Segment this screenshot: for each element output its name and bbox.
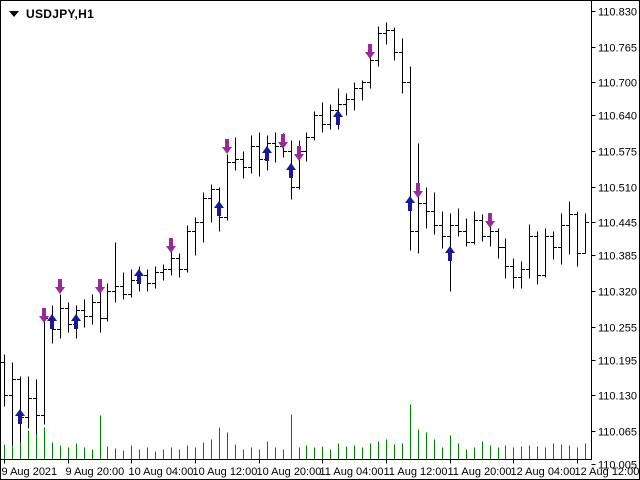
sell-signal-arrow-icon bbox=[39, 308, 49, 323]
price-axis-label: 110.830 bbox=[598, 7, 637, 19]
price-axis-label: 110.065 bbox=[598, 427, 637, 439]
time-axis-label: 11 Aug 04:00 bbox=[320, 466, 384, 478]
buy-signal-arrow-icon bbox=[15, 409, 25, 424]
buy-signal-arrow-icon bbox=[71, 314, 81, 329]
time-axis-label: 11 Aug 12:00 bbox=[384, 466, 448, 478]
price-axis-label: 110.700 bbox=[598, 78, 637, 90]
price-axis-label: 110.195 bbox=[598, 356, 637, 368]
time-axis-label: 12 Aug 04:00 bbox=[511, 466, 576, 478]
buy-signal-arrow-icon bbox=[286, 163, 296, 178]
sell-signal-arrow-icon bbox=[55, 279, 65, 294]
symbol-label: USDJPY,H1 bbox=[26, 7, 95, 21]
sell-signal-arrow-icon bbox=[294, 146, 304, 161]
buy-signal-arrow-icon bbox=[333, 110, 343, 125]
sell-signal-arrow-icon bbox=[95, 279, 105, 294]
sell-signal-arrow-icon bbox=[278, 134, 288, 149]
sell-signal-arrow-icon bbox=[222, 139, 232, 154]
time-axis-label: 10 Aug 20:00 bbox=[257, 466, 322, 478]
price-axis-label: 110.765 bbox=[598, 43, 637, 55]
sell-signal-arrow-icon bbox=[166, 238, 176, 253]
price-axis-label: 110.005 bbox=[598, 460, 637, 472]
buy-signal-arrow-icon bbox=[134, 269, 144, 284]
buy-signal-arrow-icon bbox=[405, 196, 415, 211]
buy-signal-arrow-icon bbox=[214, 201, 224, 216]
price-bars bbox=[1, 22, 589, 446]
symbol-header: USDJPY,H1 bbox=[9, 7, 94, 21]
chart-dropdown-triangle-icon[interactable] bbox=[9, 11, 19, 17]
price-axis-label: 110.510 bbox=[598, 183, 637, 195]
buy-signal-arrow-icon bbox=[47, 314, 57, 329]
buy-signal-arrow-icon bbox=[262, 146, 272, 161]
sell-signal-arrow-icon bbox=[413, 183, 423, 198]
sell-signal-arrow-icon bbox=[365, 44, 375, 59]
price-axis-label: 110.640 bbox=[598, 111, 637, 123]
time-axis-label: 9 Aug 2021 bbox=[2, 466, 58, 478]
price-axis-label: 110.445 bbox=[598, 218, 637, 230]
sell-signal-arrow-icon bbox=[485, 213, 495, 228]
price-axis-label: 110.320 bbox=[598, 287, 637, 299]
time-axis-label: 9 Aug 20:00 bbox=[66, 466, 125, 478]
time-axis-label: 12 Aug 12:00 bbox=[575, 466, 640, 478]
price-axis-label: 110.575 bbox=[598, 147, 637, 159]
time-axis-label: 10 Aug 12:00 bbox=[193, 466, 258, 478]
buy-signal-arrow-icon bbox=[445, 246, 455, 261]
volume-bars bbox=[4, 404, 586, 460]
time-axis-label: 10 Aug 04:00 bbox=[129, 466, 194, 478]
price-axis-label: 110.385 bbox=[598, 251, 637, 263]
time-axis-label: 11 Aug 20:00 bbox=[448, 466, 512, 478]
price-axis-label: 110.255 bbox=[598, 323, 637, 335]
price-axis-label: 110.130 bbox=[598, 391, 637, 403]
